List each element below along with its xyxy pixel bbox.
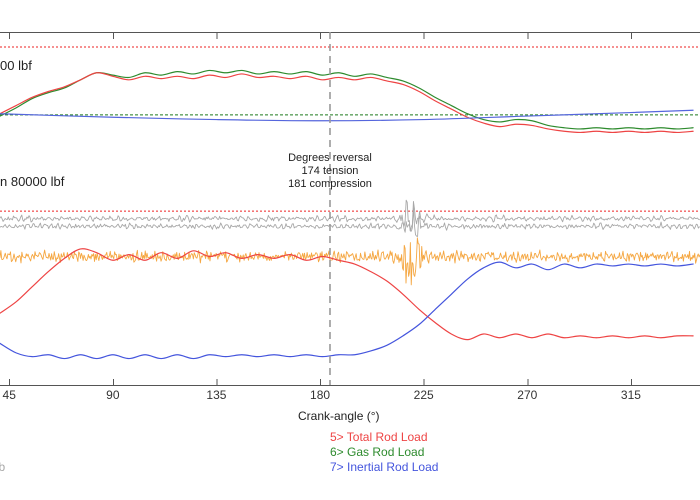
annotation-line-1: Degrees reversal bbox=[288, 152, 372, 164]
lower-inertial-rod-load-trace bbox=[0, 261, 694, 360]
low-vib-trace bbox=[0, 237, 700, 286]
bottom-axis-ticks bbox=[9, 379, 632, 385]
high-freq-vib-trace-upper bbox=[0, 199, 700, 232]
x-axis-title: Crank-angle (°) bbox=[298, 409, 380, 423]
x-tick-label: 315 bbox=[620, 388, 641, 402]
x-tick-label: 45 bbox=[2, 388, 16, 402]
upper-panel-label: 00 lbf bbox=[0, 58, 32, 73]
legend-left-item-0[interactable]: sure bbox=[0, 430, 5, 445]
high-freq-vib-trace-lower bbox=[0, 206, 700, 237]
upper-gas-rod-load-trace bbox=[0, 69, 694, 130]
lower-panel-label: n 80000 lbf bbox=[0, 174, 65, 189]
legend-right-item-1[interactable]: 6> Gas Rod Load bbox=[330, 445, 425, 459]
lower-panel-group bbox=[0, 199, 700, 386]
legend-left-item-3[interactable]: w Vib bbox=[0, 475, 5, 490]
x-tick-label: 180 bbox=[310, 388, 331, 402]
legend-left-item-2[interactable]: -Freq Vib bbox=[0, 460, 6, 474]
legend-right-item-2[interactable]: 7> Inertial Rod Load bbox=[330, 460, 439, 474]
x-tick-label: 90 bbox=[106, 388, 120, 402]
annotation-line-2: 174 tension bbox=[301, 165, 359, 177]
degrees-reversal-annotation: Degrees reversal 174 tension 181 compres… bbox=[250, 152, 410, 191]
legend-left-item-1[interactable]: sure bbox=[0, 445, 5, 460]
legend-left[interactable]: suresure-Freq Vibw Vib bbox=[0, 430, 5, 490]
annotation-line-3: 181 compression bbox=[288, 178, 372, 190]
legend-right-item-0[interactable]: 5> Total Rod Load bbox=[330, 430, 428, 444]
upper-total-rod-load-trace bbox=[0, 72, 694, 134]
legend-right[interactable]: 5> Total Rod Load 6> Gas Rod Load 7> Inert… bbox=[330, 430, 438, 475]
upper-inertial-rod-load-trace bbox=[0, 109, 694, 122]
lower-total-rod-load-trace bbox=[0, 248, 694, 341]
x-tick-label: 225 bbox=[413, 388, 434, 402]
upper-panel-group bbox=[0, 32, 700, 134]
x-tick-label: 270 bbox=[517, 388, 538, 402]
top-axis-ticks bbox=[9, 33, 632, 39]
x-tick-label: 135 bbox=[206, 388, 227, 402]
